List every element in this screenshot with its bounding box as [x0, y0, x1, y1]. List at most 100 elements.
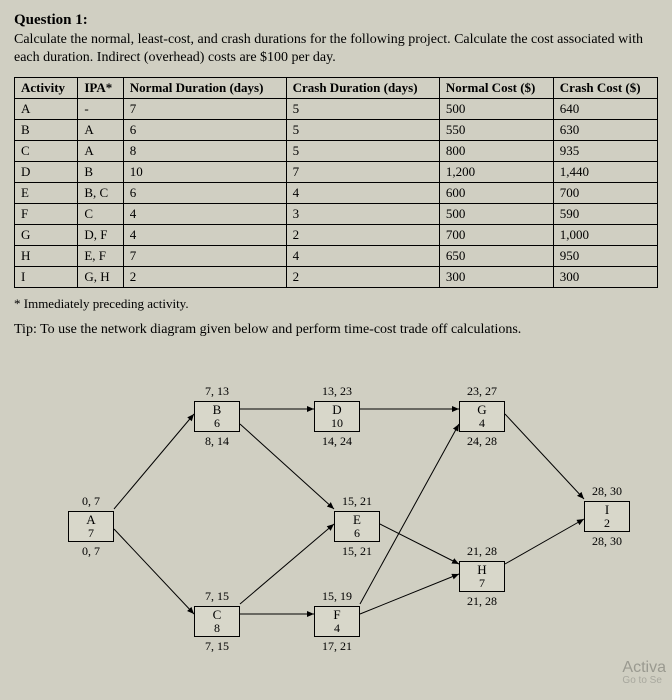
table-cell: 500 — [439, 204, 553, 225]
node-E-box: E6 — [334, 511, 380, 541]
col-activity: Activity — [15, 78, 78, 99]
node-E-activity: E — [335, 513, 379, 527]
table-cell: B — [78, 162, 123, 183]
table-cell: C — [78, 204, 123, 225]
question-text: Calculate the normal, least-cost, and cr… — [14, 31, 658, 67]
watermark-line1: Activa — [622, 660, 666, 676]
table-row: A-75500640 — [15, 99, 658, 120]
table-cell: A — [78, 141, 123, 162]
node-B-es-ef: 7, 13 — [194, 384, 240, 399]
node-B-ls-lf: 8, 14 — [194, 434, 240, 449]
table-cell: 6 — [123, 120, 286, 141]
table-cell: 935 — [553, 141, 657, 162]
node-I-es-ef: 28, 30 — [584, 484, 630, 499]
table-cell: 1,440 — [553, 162, 657, 183]
table-cell: 6 — [123, 183, 286, 204]
node-A-activity: A — [69, 513, 113, 527]
node-G-duration: 4 — [460, 417, 504, 430]
node-D-box: D10 — [314, 401, 360, 431]
node-E-ls-lf: 15, 21 — [334, 544, 380, 559]
table-cell: A — [78, 120, 123, 141]
table-cell: 4 — [286, 183, 439, 204]
node-G-es-ef: 23, 27 — [459, 384, 505, 399]
table-cell: B — [15, 120, 78, 141]
node-H-activity: H — [460, 563, 504, 577]
table-cell: 2 — [286, 225, 439, 246]
table-cell: 2 — [286, 267, 439, 288]
node-E-duration: 6 — [335, 527, 379, 540]
node-C: 7, 15 C8 7, 15 — [194, 589, 240, 653]
table-cell: 8 — [123, 141, 286, 162]
node-F-es-ef: 15, 19 — [314, 589, 360, 604]
table-row: BA65550630 — [15, 120, 658, 141]
network-diagram: 0, 7A70, 77, 13B68, 147, 15C87, 1513, 23… — [14, 344, 658, 674]
table-cell: E — [15, 183, 78, 204]
node-F-activity: F — [315, 608, 359, 622]
activity-table: Activity IPA* Normal Duration (days) Cra… — [14, 77, 658, 288]
node-A-duration: 7 — [69, 527, 113, 540]
question-label: Question 1: — [14, 12, 658, 29]
table-cell: 700 — [439, 225, 553, 246]
table-cell: F — [15, 204, 78, 225]
node-H-ls-lf: 21, 28 — [459, 594, 505, 609]
node-H-es-ef: 21, 28 — [459, 544, 505, 559]
table-cell: 3 — [286, 204, 439, 225]
table-row: FC43500590 — [15, 204, 658, 225]
table-cell: 590 — [553, 204, 657, 225]
table-cell: - — [78, 99, 123, 120]
table-cell: 300 — [439, 267, 553, 288]
node-D-duration: 10 — [315, 417, 359, 430]
node-E-es-ef: 15, 21 — [334, 494, 380, 509]
table-row: DB1071,2001,440 — [15, 162, 658, 183]
node-I-ls-lf: 28, 30 — [584, 534, 630, 549]
node-B-activity: B — [195, 403, 239, 417]
table-row: GD, F427001,000 — [15, 225, 658, 246]
col-normal-dur: Normal Duration (days) — [123, 78, 286, 99]
watermark-line2: Go to Se — [622, 676, 666, 686]
node-E: 15, 21 E6 15, 21 — [334, 494, 380, 558]
node-I-box: I2 — [584, 501, 630, 531]
table-cell: 4 — [286, 246, 439, 267]
node-A-es-ef: 0, 7 — [68, 494, 114, 509]
table-cell: 2 — [123, 267, 286, 288]
node-A-ls-lf: 0, 7 — [68, 544, 114, 559]
col-normal-cost: Normal Cost ($) — [439, 78, 553, 99]
node-G-ls-lf: 24, 28 — [459, 434, 505, 449]
table-cell: 630 — [553, 120, 657, 141]
table-cell: C — [15, 141, 78, 162]
node-C-box: C8 — [194, 606, 240, 636]
node-B: 7, 13 B6 8, 14 — [194, 384, 240, 448]
table-row: IG, H22300300 — [15, 267, 658, 288]
footnote: * Immediately preceding activity. — [14, 296, 658, 312]
table-cell: 5 — [286, 99, 439, 120]
node-C-duration: 8 — [195, 622, 239, 635]
table-cell: A — [15, 99, 78, 120]
node-D-es-ef: 13, 23 — [314, 384, 360, 399]
table-cell: 4 — [123, 225, 286, 246]
node-C-activity: C — [195, 608, 239, 622]
node-H-duration: 7 — [460, 577, 504, 590]
table-cell: 5 — [286, 141, 439, 162]
table-cell: 1,000 — [553, 225, 657, 246]
node-C-es-ef: 7, 15 — [194, 589, 240, 604]
node-D-activity: D — [315, 403, 359, 417]
table-cell: 7 — [123, 99, 286, 120]
table-cell: 5 — [286, 120, 439, 141]
table-cell: 7 — [286, 162, 439, 183]
node-F-duration: 4 — [315, 622, 359, 635]
node-B-box: B6 — [194, 401, 240, 431]
col-crash-cost: Crash Cost ($) — [553, 78, 657, 99]
node-C-ls-lf: 7, 15 — [194, 639, 240, 654]
node-F-ls-lf: 17, 21 — [314, 639, 360, 654]
table-cell: 800 — [439, 141, 553, 162]
table-cell: 650 — [439, 246, 553, 267]
col-ipa: IPA* — [78, 78, 123, 99]
node-F: 15, 19 F4 17, 21 — [314, 589, 360, 653]
table-cell: I — [15, 267, 78, 288]
table-cell: 640 — [553, 99, 657, 120]
node-D: 13, 23D1014, 24 — [314, 384, 360, 448]
table-cell: 7 — [123, 246, 286, 267]
watermark: Activa Go to Se — [622, 660, 666, 686]
table-cell: 1,200 — [439, 162, 553, 183]
table-cell: H — [15, 246, 78, 267]
